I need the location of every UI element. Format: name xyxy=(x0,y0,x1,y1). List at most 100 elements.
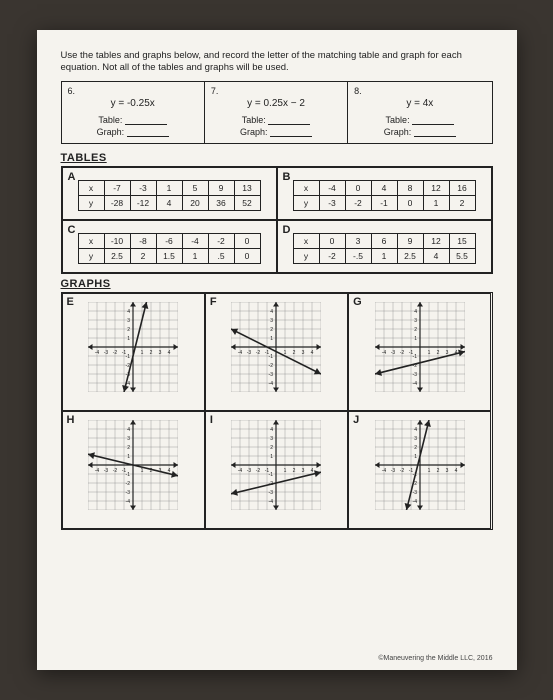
svg-text:-4: -4 xyxy=(412,381,417,387)
svg-text:2: 2 xyxy=(150,350,153,356)
graph-F: F -4-4-3-3-2-2-1-111223344 xyxy=(205,293,348,411)
svg-text:-1: -1 xyxy=(126,354,131,360)
table-cell: 52 xyxy=(234,195,260,210)
table-cell: -4 xyxy=(182,233,208,248)
eq-cell-8: 8. y = 4x Table: Graph: xyxy=(348,82,491,143)
eq-formula: y = 0.25x − 2 xyxy=(211,98,341,109)
table-D: Dx03691215y-2-.512.545.5 xyxy=(277,220,492,273)
table-cell: -6 xyxy=(156,233,182,248)
svg-text:2: 2 xyxy=(293,350,296,356)
graph-J: J -4-4-3-3-2-2-1-111223344 xyxy=(348,411,491,529)
table-cell: 2.5 xyxy=(104,248,130,263)
graph-letter: H xyxy=(67,414,75,426)
table-cell: 1 xyxy=(371,248,397,263)
svg-text:-4: -4 xyxy=(269,381,274,387)
equations-grid: 6. y = -0.25x Table: Graph: 7. y = 0.25x… xyxy=(61,81,493,144)
table-cell: 0 xyxy=(234,233,260,248)
table-cell: -2 xyxy=(208,233,234,248)
svg-text:1: 1 xyxy=(127,336,130,342)
graph-label: Graph: xyxy=(354,127,485,137)
svg-text:4: 4 xyxy=(414,427,417,433)
table-cell: -8 xyxy=(130,233,156,248)
svg-text:1: 1 xyxy=(427,350,430,356)
svg-text:1: 1 xyxy=(414,454,417,460)
svg-text:1: 1 xyxy=(427,468,430,474)
table-letter: B xyxy=(283,171,291,183)
table-cell: y xyxy=(78,195,104,210)
table-cell: -7 xyxy=(104,180,130,195)
svg-text:3: 3 xyxy=(159,350,162,356)
svg-text:-4: -4 xyxy=(382,350,387,356)
eq-formula: y = -0.25x xyxy=(68,98,198,109)
graph-blank[interactable] xyxy=(270,128,312,137)
svg-text:2: 2 xyxy=(293,468,296,474)
graph-blank[interactable] xyxy=(414,128,456,137)
coordinate-grid: -4-4-3-3-2-2-1-111223344 xyxy=(375,420,465,510)
svg-text:-4: -4 xyxy=(269,499,274,505)
coordinate-grid: -4-4-3-3-2-2-1-111223344 xyxy=(231,420,321,510)
table-cell: 1 xyxy=(182,248,208,263)
graph-letter: E xyxy=(67,296,74,308)
table-cell: 2.5 xyxy=(397,248,423,263)
graph-letter: J xyxy=(353,414,359,426)
svg-text:-1: -1 xyxy=(269,354,274,360)
svg-text:3: 3 xyxy=(302,350,305,356)
svg-text:3: 3 xyxy=(127,318,130,324)
svg-text:-2: -2 xyxy=(126,481,131,487)
table-cell: 12 xyxy=(423,233,449,248)
svg-text:3: 3 xyxy=(302,468,305,474)
table-cell: x xyxy=(78,180,104,195)
svg-text:4: 4 xyxy=(454,468,457,474)
table-cell: -3 xyxy=(130,180,156,195)
table-cell: y xyxy=(78,248,104,263)
svg-text:1: 1 xyxy=(271,454,274,460)
svg-text:-4: -4 xyxy=(238,468,243,474)
data-table: x-7-315913y-28-124203652 xyxy=(78,180,261,211)
svg-text:-3: -3 xyxy=(126,490,131,496)
graph-letter: G xyxy=(353,296,362,308)
table-cell: 1 xyxy=(156,180,182,195)
table-cell: 3 xyxy=(345,233,371,248)
svg-text:-3: -3 xyxy=(269,372,274,378)
table-cell: x xyxy=(293,180,319,195)
table-letter: D xyxy=(283,224,291,236)
svg-text:2: 2 xyxy=(436,350,439,356)
graph-blank[interactable] xyxy=(127,128,169,137)
graphs-heading: GRAPHS xyxy=(61,278,493,290)
svg-text:-3: -3 xyxy=(247,350,252,356)
table-cell: .5 xyxy=(208,248,234,263)
tables-heading: TABLES xyxy=(61,152,493,164)
copyright: ©Maneuvering the Middle LLC, 2016 xyxy=(378,655,492,662)
svg-text:-2: -2 xyxy=(269,363,274,369)
eq-cell-6: 6. y = -0.25x Table: Graph: xyxy=(62,82,205,143)
table-cell: x xyxy=(293,233,319,248)
svg-text:-3: -3 xyxy=(391,468,396,474)
table-blank[interactable] xyxy=(268,116,310,125)
data-table: x03691215y-2-.512.545.5 xyxy=(293,233,476,264)
table-cell: 8 xyxy=(397,180,423,195)
table-cell: x xyxy=(78,233,104,248)
svg-text:1: 1 xyxy=(141,468,144,474)
eq-cell-7: 7. y = 0.25x − 2 Table: Graph: xyxy=(205,82,348,143)
table-cell: -2 xyxy=(319,248,345,263)
svg-text:-4: -4 xyxy=(126,499,131,505)
svg-text:3: 3 xyxy=(271,318,274,324)
table-label: Table: xyxy=(68,115,198,125)
svg-text:3: 3 xyxy=(414,436,417,442)
eq-num: 8. xyxy=(354,86,485,96)
table-blank[interactable] xyxy=(412,116,454,125)
table-cell: 0 xyxy=(319,233,345,248)
table-cell: 0 xyxy=(345,180,371,195)
svg-text:1: 1 xyxy=(271,336,274,342)
instructions-text: Use the tables and graphs below, and rec… xyxy=(61,50,493,75)
svg-text:4: 4 xyxy=(168,350,171,356)
table-blank[interactable] xyxy=(125,116,167,125)
table-cell: -3 xyxy=(319,195,345,210)
coordinate-grid: -4-4-3-3-2-2-1-111223344 xyxy=(231,302,321,392)
table-cell: -28 xyxy=(104,195,130,210)
svg-text:-3: -3 xyxy=(269,490,274,496)
table-cell: 5.5 xyxy=(449,248,475,263)
table-cell: 0 xyxy=(397,195,423,210)
svg-text:4: 4 xyxy=(414,309,417,315)
svg-text:-2: -2 xyxy=(113,468,118,474)
